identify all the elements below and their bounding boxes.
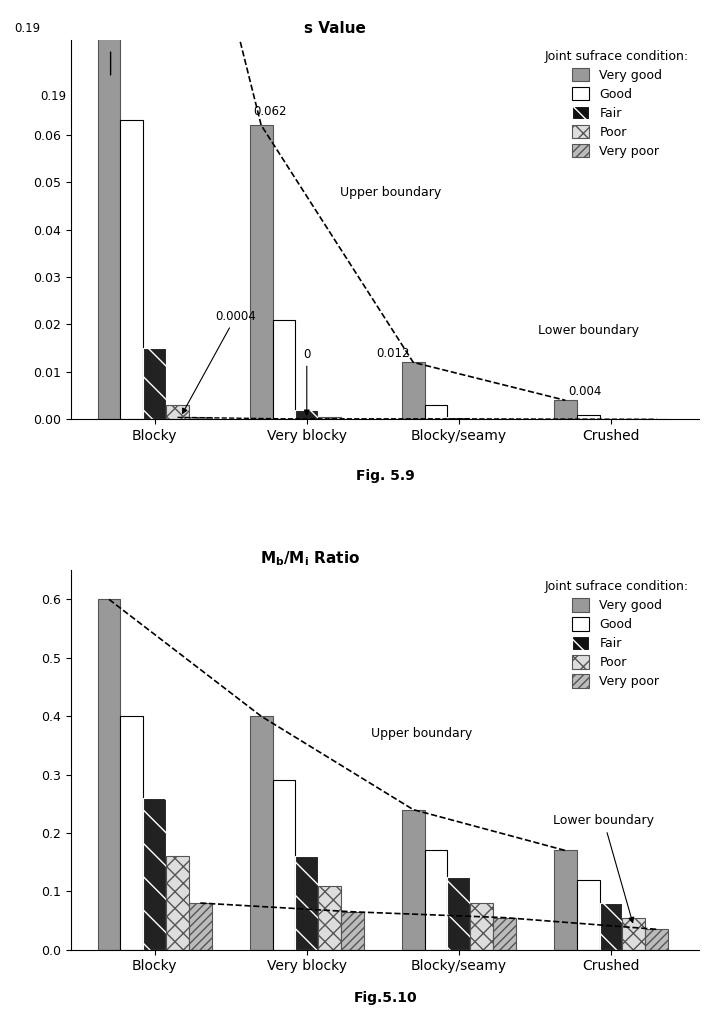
Legend: Very good, Good, Fair, Poor, Very poor: Very good, Good, Fair, Poor, Very poor — [541, 577, 693, 692]
Bar — [120, 716, 143, 949]
Bar — [554, 400, 577, 419]
Bar — [166, 406, 189, 419]
Bar — [98, 0, 120, 419]
Bar — [425, 851, 447, 949]
Bar — [341, 911, 364, 949]
Bar — [143, 798, 166, 949]
Bar — [189, 903, 212, 949]
Bar — [143, 348, 166, 419]
Bar — [577, 880, 600, 949]
Bar — [250, 125, 273, 419]
Bar — [98, 599, 120, 949]
Bar — [318, 418, 341, 419]
Bar — [425, 406, 447, 419]
Bar — [493, 918, 516, 949]
Bar — [402, 362, 425, 419]
Text: Fig. 5.9: Fig. 5.9 — [356, 469, 415, 482]
Text: Upper boundary: Upper boundary — [341, 186, 441, 200]
Text: Lower boundary: Lower boundary — [553, 814, 654, 923]
Text: 0.012: 0.012 — [377, 347, 410, 360]
Bar — [645, 930, 668, 949]
Bar — [250, 716, 273, 949]
Bar — [166, 856, 189, 949]
Text: 0.0004: 0.0004 — [182, 309, 256, 414]
Text: 0.19: 0.19 — [40, 90, 66, 103]
Text: 0.062: 0.062 — [253, 105, 287, 118]
Bar — [295, 410, 318, 419]
Bar — [470, 903, 493, 949]
Bar — [447, 417, 470, 419]
Bar — [318, 886, 341, 949]
Title: s Value: s Value — [304, 20, 366, 36]
Bar — [554, 851, 577, 949]
Text: Upper boundary: Upper boundary — [371, 727, 472, 739]
Text: 0: 0 — [303, 347, 310, 415]
Title: $\mathbf{M_b}$/$\mathbf{M_i}$ Ratio: $\mathbf{M_b}$/$\mathbf{M_i}$ Ratio — [260, 549, 360, 568]
Legend: Very good, Good, Fair, Poor, Very poor: Very good, Good, Fair, Poor, Very poor — [541, 46, 693, 162]
Bar — [295, 856, 318, 949]
Bar — [120, 121, 143, 419]
Bar — [577, 415, 600, 419]
Bar — [189, 417, 212, 419]
Text: Fig.5.10: Fig.5.10 — [354, 991, 417, 1006]
Bar — [273, 319, 295, 419]
Text: Lower boundary: Lower boundary — [538, 324, 639, 337]
Bar — [402, 810, 425, 949]
Text: 0.004: 0.004 — [568, 385, 602, 398]
Bar — [600, 903, 622, 949]
Bar — [622, 918, 645, 949]
Text: 0.19: 0.19 — [14, 23, 40, 35]
Bar — [273, 780, 295, 949]
Bar — [447, 877, 470, 949]
